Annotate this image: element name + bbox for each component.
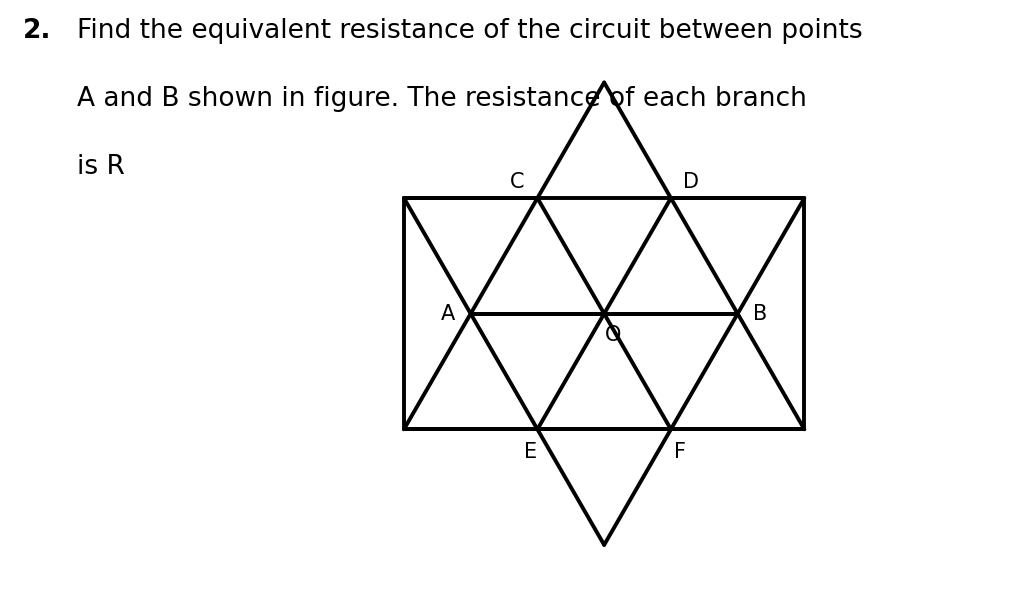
Text: 2.: 2. xyxy=(23,18,51,44)
Text: A and B shown in figure. The resistance of each branch: A and B shown in figure. The resistance … xyxy=(77,86,807,112)
Text: is R: is R xyxy=(77,154,125,181)
Text: D: D xyxy=(683,172,699,192)
Text: Find the equivalent resistance of the circuit between points: Find the equivalent resistance of the ci… xyxy=(77,18,862,44)
Text: O: O xyxy=(605,325,622,345)
Text: A: A xyxy=(441,304,455,324)
Text: F: F xyxy=(674,442,686,462)
Text: B: B xyxy=(754,304,767,324)
Text: C: C xyxy=(510,172,524,192)
Text: E: E xyxy=(524,442,538,462)
